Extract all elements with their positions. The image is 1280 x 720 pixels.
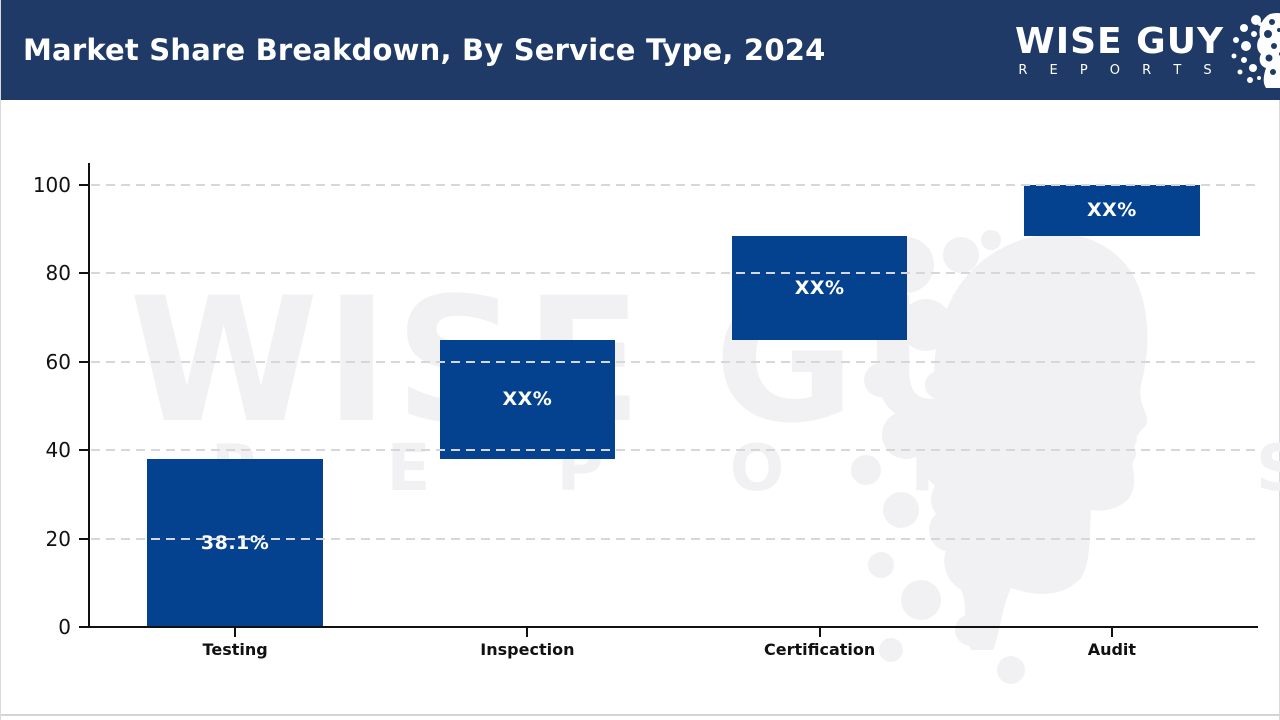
logo-subtitle: R E P O R T S [1018,62,1221,78]
x-tick-mark-inspection [526,628,529,637]
y-tick-label-20: 20 [45,526,71,551]
gridline-100 [91,184,1258,186]
gridline-80 [91,272,1258,275]
y-tick-label-60: 60 [45,349,71,374]
bar-inspection: XX% [439,339,616,459]
y-tick-label-80: 80 [45,261,71,286]
y-tick-mark-40 [79,449,88,452]
y-tick-mark-60 [79,360,88,363]
wise-guy-reports-logo: WISE GUY R E P O R T S [1015,8,1280,92]
y-tick-label-40: 40 [45,438,71,463]
page-title: Market Share Breakdown, By Service Type,… [23,33,826,67]
y-tick-label-0: 0 [58,615,71,639]
y-tick-label-100: 100 [32,173,71,197]
x-tick-label-testing: Testing [202,640,268,659]
header-bar: Market Share Breakdown, By Service Type,… [1,0,1280,100]
logo-wordmark: WISE GUY [1015,20,1225,62]
bottom-divider [1,714,1280,716]
x-tick-mark-audit [1110,628,1113,637]
bar-audit: XX% [1024,185,1200,236]
x-tick-label-certification: Certification [763,640,876,659]
bar-certification: XX% [731,235,908,340]
y-tick-mark-20 [79,537,88,540]
x-tick-mark-testing [234,628,237,637]
logo-head-icon [1231,13,1280,88]
bar-value-label-certification: XX% [794,276,845,299]
y-tick-mark-80 [79,272,88,275]
bar-value-label-inspection: XX% [502,388,553,411]
logo-text: WISE GUY R E P O R T S [1015,20,1225,78]
gridline-20 [91,537,1258,540]
y-tick-mark-0 [79,626,88,628]
gridline-60 [91,360,1258,363]
x-tick-mark-certification [818,628,821,637]
bar-value-label-audit: XX% [1086,199,1137,222]
bar-testing: 38.1% [147,458,323,627]
gridline-40 [91,449,1258,452]
bar-value-label-testing: 38.1% [200,531,270,554]
x-axis [88,626,1258,628]
y-tick-mark-100 [79,184,88,186]
x-tick-label-inspection: Inspection [480,640,575,659]
x-tick-label-audit: Audit [1087,640,1137,659]
y-axis [88,163,90,628]
